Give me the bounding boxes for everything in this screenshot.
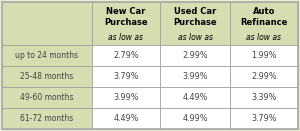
Text: 3.39%: 3.39%	[251, 93, 277, 102]
Bar	[160, 2, 230, 45]
Bar	[230, 108, 298, 129]
Text: 2.99%: 2.99%	[251, 72, 277, 81]
Bar	[230, 2, 298, 45]
Bar	[230, 45, 298, 66]
Bar	[230, 66, 298, 87]
Bar	[2, 87, 92, 108]
Bar	[2, 45, 92, 66]
Bar	[160, 66, 230, 87]
Text: Used Car: Used Car	[174, 7, 216, 16]
Bar	[92, 87, 160, 108]
Bar	[160, 45, 230, 66]
Bar	[92, 45, 160, 66]
Text: 4.49%: 4.49%	[182, 93, 208, 102]
Bar	[92, 66, 160, 87]
Text: 4.99%: 4.99%	[182, 114, 208, 123]
Text: as low as: as low as	[178, 33, 212, 42]
Bar	[2, 2, 92, 45]
Text: as low as: as low as	[247, 33, 281, 42]
Bar	[160, 87, 230, 108]
Text: New Car: New Car	[106, 7, 146, 16]
Text: 25-48 months: 25-48 months	[20, 72, 74, 81]
Text: 3.79%: 3.79%	[113, 72, 139, 81]
Text: 61-72 months: 61-72 months	[20, 114, 74, 123]
Text: as low as: as low as	[109, 33, 143, 42]
Text: up to 24 months: up to 24 months	[15, 51, 79, 60]
Text: 3.79%: 3.79%	[251, 114, 277, 123]
Text: 4.49%: 4.49%	[113, 114, 139, 123]
Bar	[230, 87, 298, 108]
Bar	[92, 2, 160, 45]
Text: 2.79%: 2.79%	[113, 51, 139, 60]
Text: Purchase: Purchase	[173, 18, 217, 27]
Text: Auto: Auto	[253, 7, 275, 16]
Text: 1.99%: 1.99%	[251, 51, 277, 60]
Text: Purchase: Purchase	[104, 18, 148, 27]
Text: 3.99%: 3.99%	[113, 93, 139, 102]
Bar	[92, 108, 160, 129]
Text: Refinance: Refinance	[240, 18, 288, 27]
Text: 49-60 months: 49-60 months	[20, 93, 74, 102]
Text: 3.99%: 3.99%	[182, 72, 208, 81]
Bar	[160, 108, 230, 129]
Bar	[2, 66, 92, 87]
Text: 2.99%: 2.99%	[182, 51, 208, 60]
Bar	[2, 108, 92, 129]
